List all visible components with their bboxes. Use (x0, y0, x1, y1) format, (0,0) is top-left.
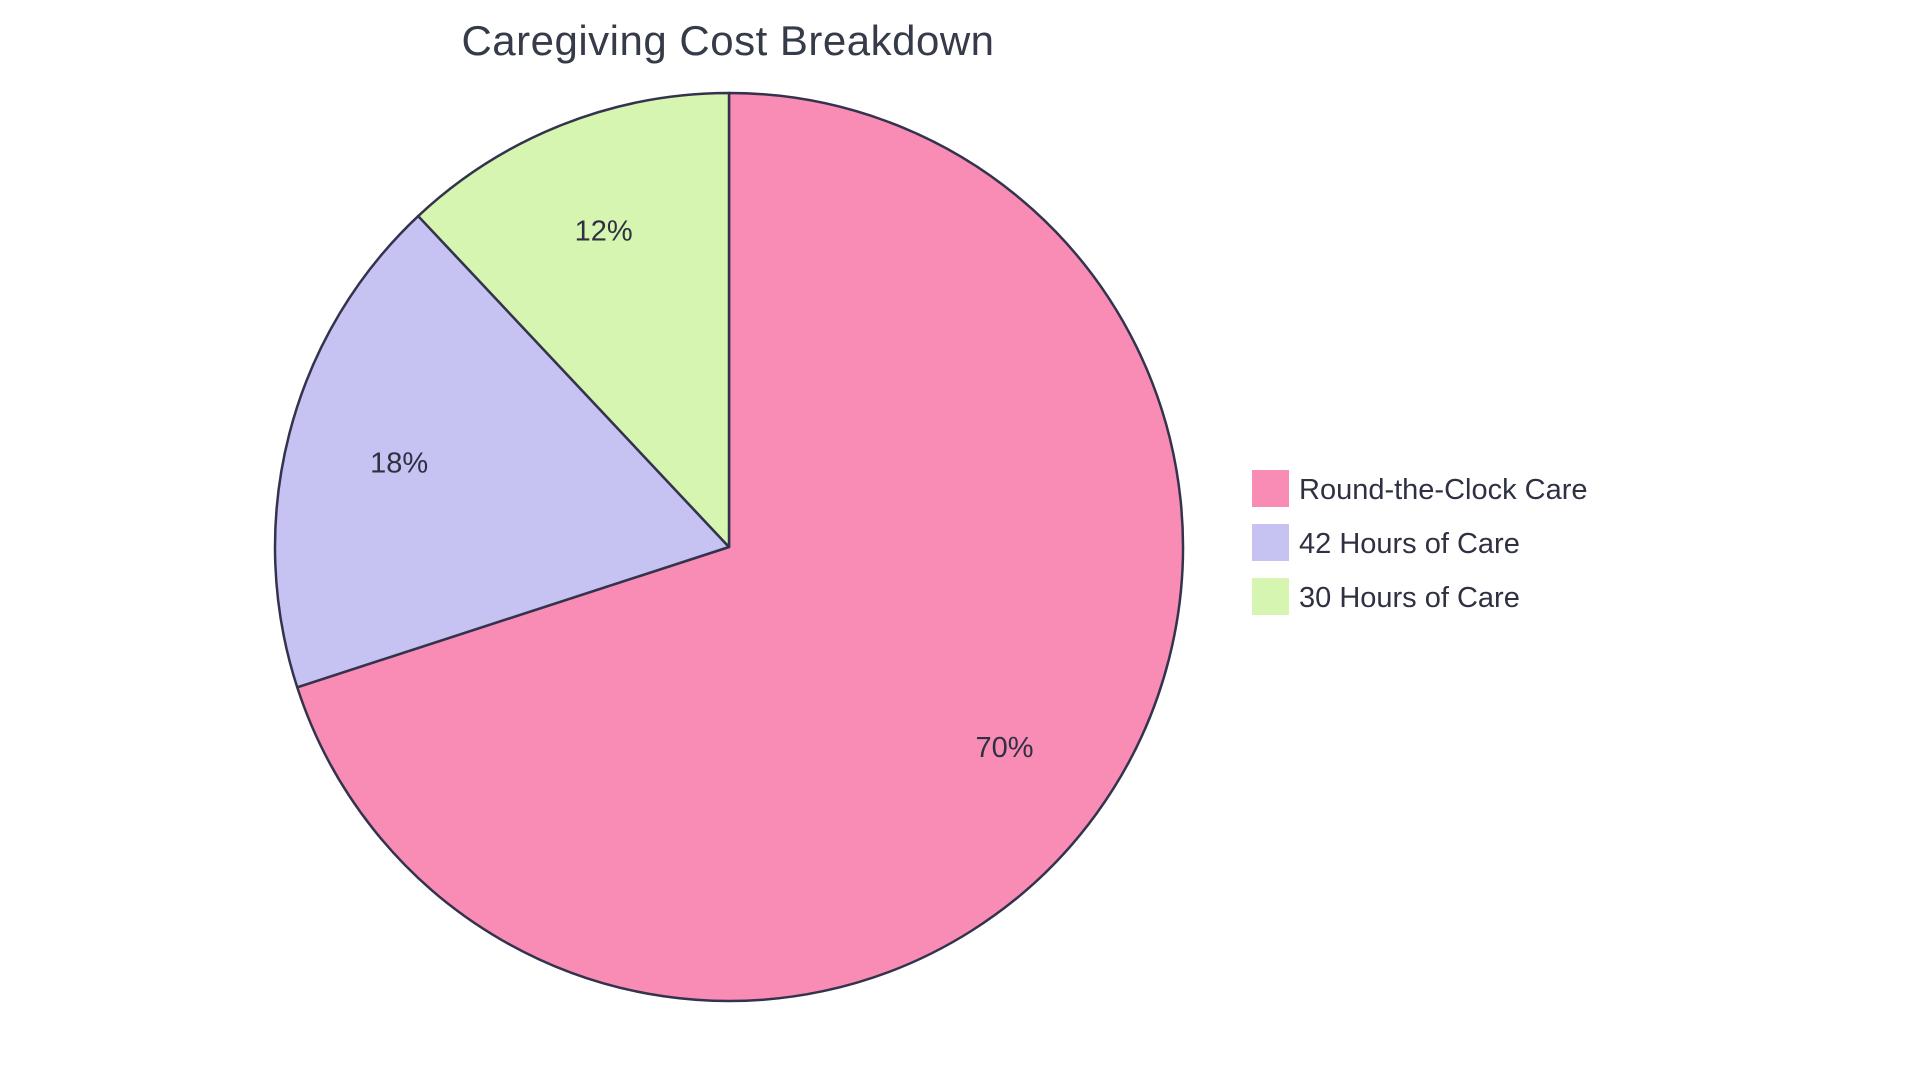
pie-slice-label: 70% (975, 732, 1033, 764)
pie-slice-label: 12% (575, 215, 633, 247)
pie-slice-3 (416, 91, 731, 549)
legend-swatch (1252, 524, 1289, 561)
legend-item[interactable]: Round-the-Clock Care (1252, 470, 1588, 507)
pie-chart (273, 91, 1185, 1003)
legend-item[interactable]: 42 Hours of Care (1252, 524, 1520, 561)
legend-item[interactable]: 30 Hours of Care (1252, 578, 1520, 615)
pie-slice-label: 18% (370, 447, 428, 479)
legend-label: 30 Hours of Care (1299, 582, 1520, 614)
chart-title: Caregiving Cost Breakdown (461, 17, 994, 64)
pie-labels: 70% 18% 12% (370, 215, 1033, 764)
legend-swatch (1252, 470, 1289, 507)
legend: Round-the-Clock Care 42 Hours of Care 30 H… (1252, 470, 1588, 615)
pie-slice-2 (273, 214, 731, 689)
legend-label: 42 Hours of Care (1299, 528, 1520, 560)
pie-slice-1 (295, 91, 1185, 1003)
legend-swatch (1252, 578, 1289, 615)
legend-label: Round-the-Clock Care (1299, 474, 1588, 506)
